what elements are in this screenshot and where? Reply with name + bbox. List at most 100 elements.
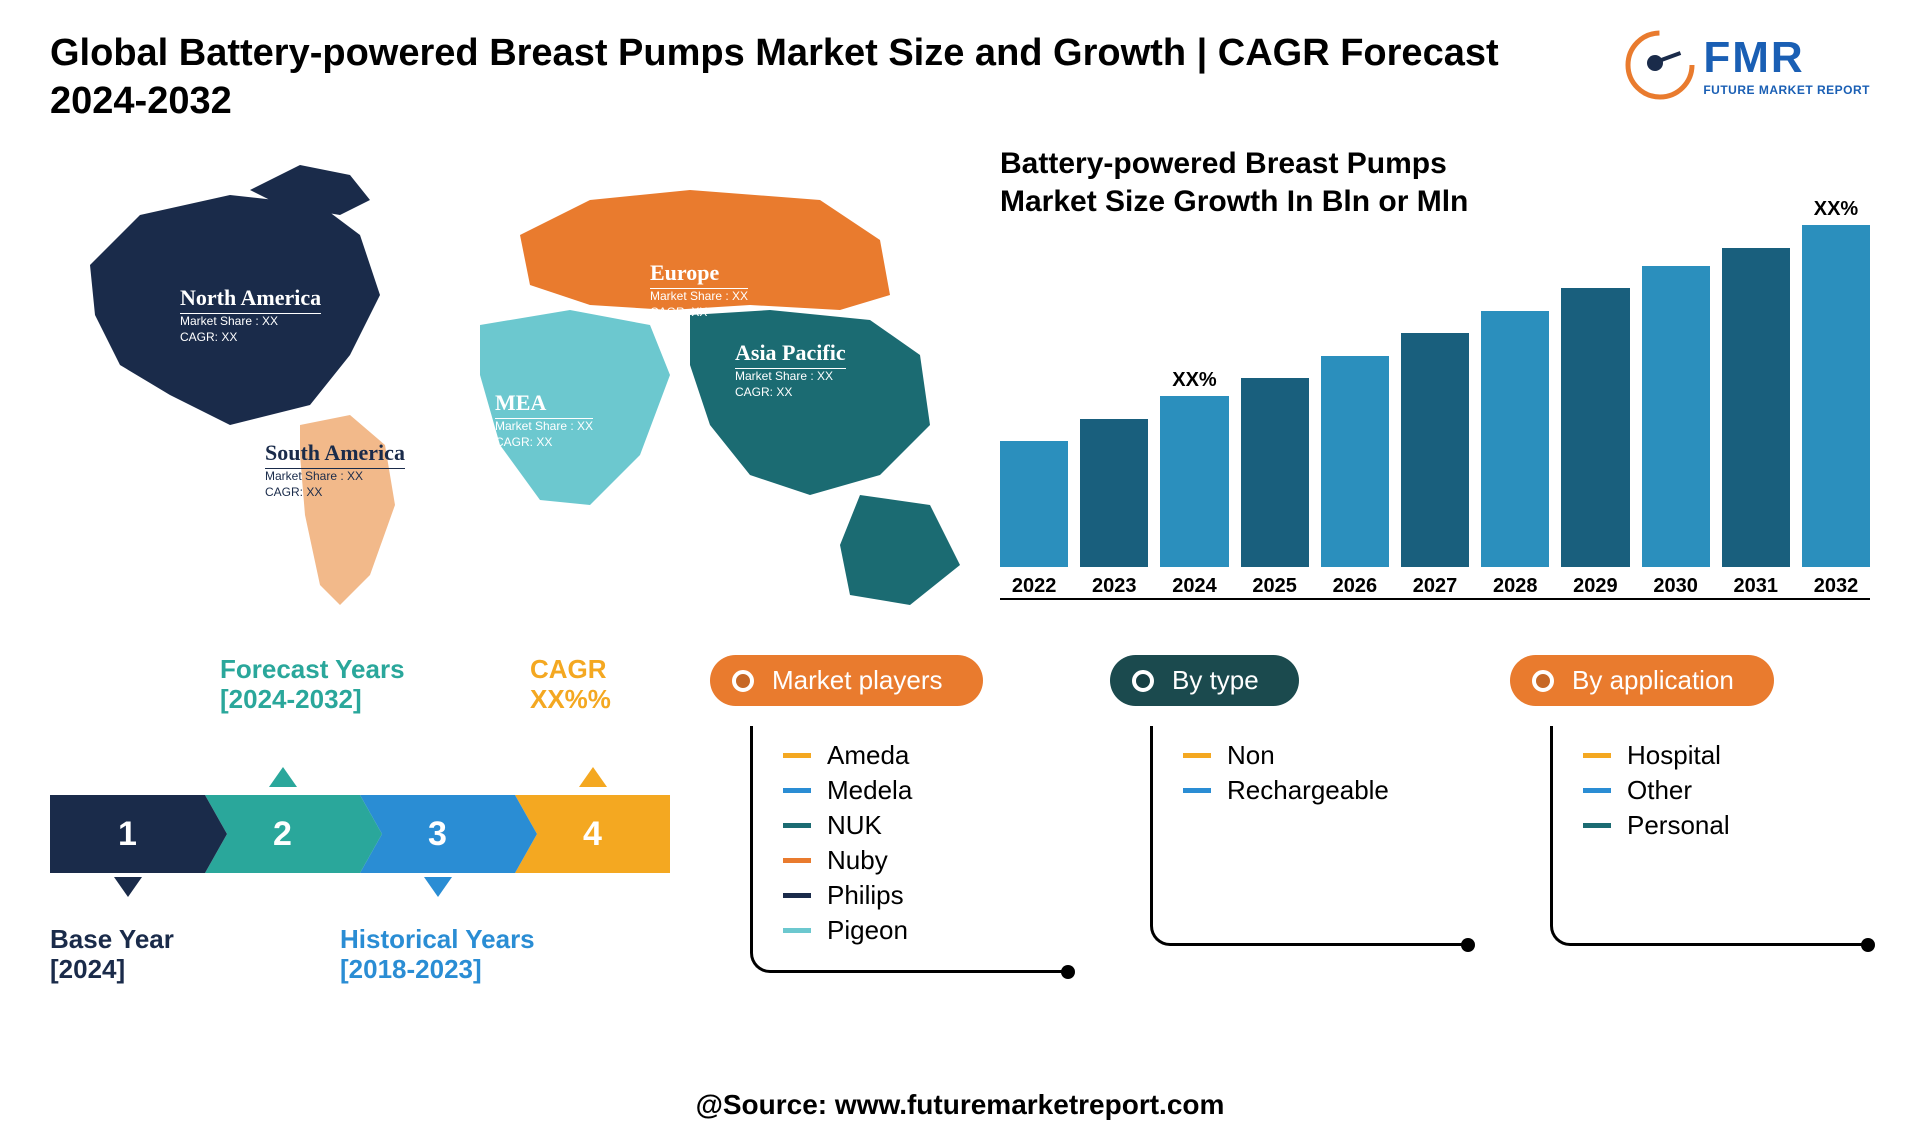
category-swatch [783,893,811,898]
category-item-label: Personal [1627,810,1730,841]
bar-year-label: 2024 [1172,575,1217,598]
bar-year-label: 2030 [1653,575,1698,598]
category-swatch [783,753,811,758]
bar-2027: 2027 [1401,333,1469,598]
timeline-arrow-1 [114,877,142,897]
fmr-logo-text: FMR [1703,33,1870,83]
bar-2032: 2032XX% [1802,225,1870,598]
category-swatch [1183,788,1211,793]
bar-2031: 2031 [1722,248,1790,599]
world-map: North AmericaMarket Share : XXCAGR: XX So… [50,145,970,615]
page-title: Global Battery-powered Breast Pumps Mark… [50,30,1550,125]
bar-year-label: 2028 [1493,575,1538,598]
bar-2030: 2030 [1642,266,1710,599]
category-item-label: Philips [827,880,904,911]
category-by-application: By application Hospital Other Personal [1510,655,1870,995]
bar-rect [1160,396,1228,567]
bar-2028: 2028 [1481,311,1549,599]
category-swatch [1583,788,1611,793]
bar-rect [1401,333,1469,567]
category-pill: By type [1110,655,1299,706]
timeline-arrow-2 [269,767,297,787]
category-pill: By application [1510,655,1774,706]
category-item: Non [1183,740,1460,771]
timeline: 1234 Base Year[2024] Forecast Years[2024-… [50,655,670,995]
map-label-sa: South AmericaMarket Share : XXCAGR: XX [265,440,405,500]
map-label-ap: Asia PacificMarket Share : XXCAGR: XX [735,340,846,400]
category-item-label: Ameda [827,740,909,771]
timeline-label-4: CAGRXX%% [530,655,611,715]
category-swatch [1183,753,1211,758]
timeline-seg-1: 1 [50,795,205,873]
category-market-players: Market players Ameda Medela NUK Nuby Philips P… [710,655,1070,995]
bar-year-label: 2026 [1333,575,1378,598]
category-item: Personal [1583,810,1860,841]
bar-year-label: 2032 [1814,575,1859,598]
category-item: Rechargeable [1183,775,1460,806]
bar-2026: 2026 [1321,356,1389,599]
category-item: Philips [783,880,1060,911]
bar-year-label: 2031 [1734,575,1779,598]
category-bracket: Non Rechargeable [1150,726,1470,946]
bar-year-label: 2022 [1012,575,1057,598]
bar-2025: 2025 [1241,378,1309,598]
bar-rect [1000,441,1068,567]
category-pill: Market players [710,655,983,706]
category-swatch [1583,823,1611,828]
category-swatch [783,858,811,863]
bar-year-label: 2027 [1413,575,1458,598]
chart-title: Battery-powered Breast Pumps Market Size… [1000,145,1520,220]
category-item: Other [1583,775,1860,806]
timeline-seg-4: 4 [515,795,670,873]
bar-year-label: 2029 [1573,575,1618,598]
timeline-seg-2: 2 [205,795,360,873]
category-item-label: Rechargeable [1227,775,1389,806]
category-item: Medela [783,775,1060,806]
timeline-label-3: Historical Years[2018-2023] [340,925,535,985]
bar-rect [1080,419,1148,568]
bar-rect [1722,248,1790,568]
category-bracket: Hospital Other Personal [1550,726,1870,946]
fmr-logo-subtitle: FUTURE MARKET REPORT [1703,83,1870,97]
category-item-label: Nuby [827,845,888,876]
bar-annotation: XX% [1814,198,1858,221]
category-item: Ameda [783,740,1060,771]
map-label-mea: MEAMarket Share : XXCAGR: XX [495,390,593,450]
chart-bars: 202220232024XX%2025202620272028202920302… [1000,240,1870,600]
fmr-logo: FMR FUTURE MARKET REPORT [1625,30,1870,100]
category-swatch [783,823,811,828]
timeline-strip: 1234 [50,795,670,873]
bar-rect [1241,378,1309,567]
bar-year-label: 2025 [1252,575,1297,598]
bar-rect [1561,288,1629,567]
bar-2022: 2022 [1000,441,1068,598]
bar-rect [1481,311,1549,568]
category-bracket: Ameda Medela NUK Nuby Philips Pigeon [750,726,1070,973]
category-item: Nuby [783,845,1060,876]
category-item-label: Non [1227,740,1275,771]
bar-2029: 2029 [1561,288,1629,598]
source-attribution: @Source: www.futuremarketreport.com [0,1089,1920,1121]
category-by-type: By type Non Rechargeable [1110,655,1470,995]
map-label-na: North AmericaMarket Share : XXCAGR: XX [180,285,321,345]
category-item: Hospital [1583,740,1860,771]
bar-2024: 2024XX% [1160,396,1228,598]
bar-rect [1802,225,1870,567]
category-item-label: Hospital [1627,740,1721,771]
bar-2023: 2023 [1080,419,1148,599]
bar-annotation: XX% [1172,369,1216,392]
category-item-label: NUK [827,810,882,841]
category-item-label: Other [1627,775,1692,806]
timeline-arrow-4 [579,767,607,787]
timeline-seg-3: 3 [360,795,515,873]
category-item: Pigeon [783,915,1060,946]
map-label-eu: EuropeMarket Share : XXCAGR: XX [650,260,748,320]
timeline-label-2: Forecast Years[2024-2032] [220,655,405,715]
category-swatch [783,928,811,933]
growth-chart: Battery-powered Breast Pumps Market Size… [1000,145,1870,615]
timeline-label-1: Base Year[2024] [50,925,174,985]
timeline-arrow-3 [424,877,452,897]
category-item-label: Medela [827,775,912,806]
category-swatch [1583,753,1611,758]
bar-year-label: 2023 [1092,575,1137,598]
